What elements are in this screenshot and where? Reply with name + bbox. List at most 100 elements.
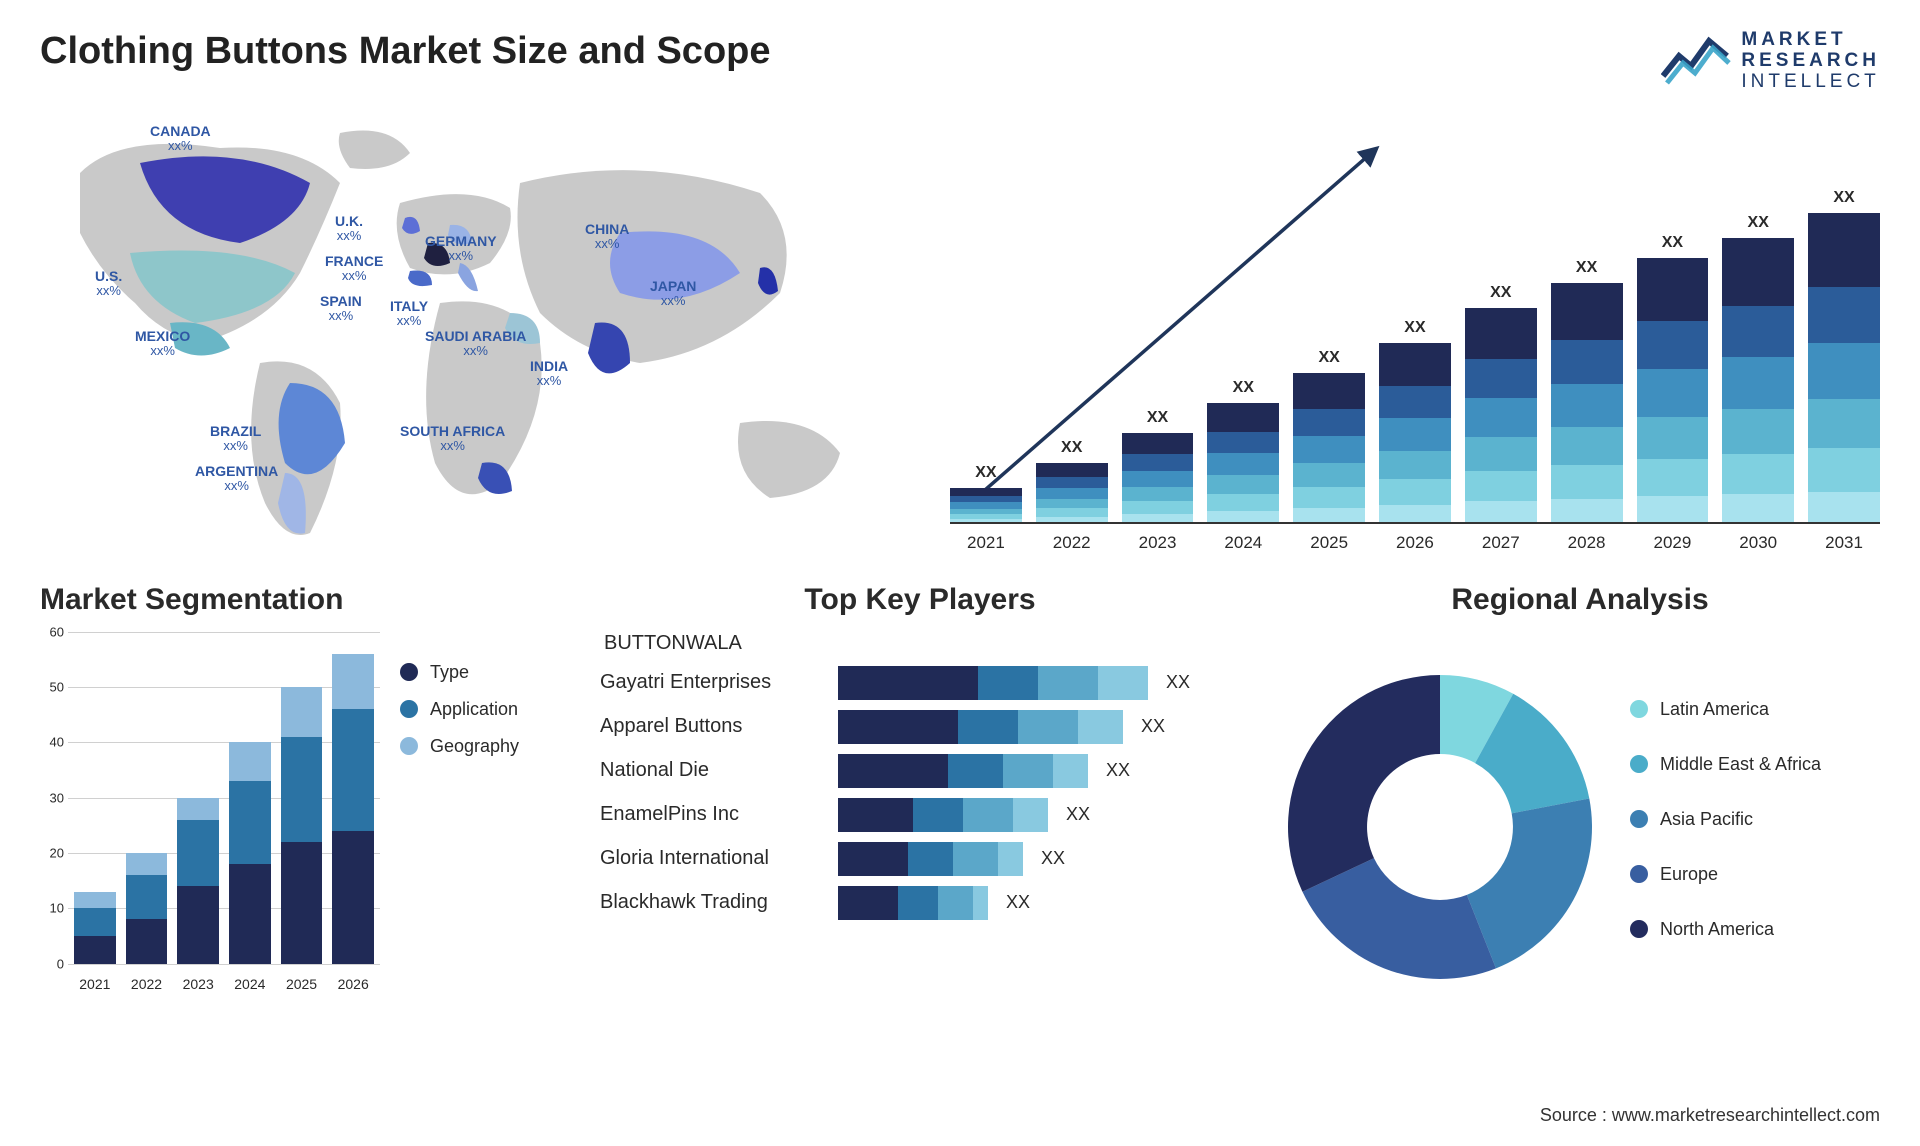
forecast-segment — [1293, 373, 1365, 409]
forecast-x-axis — [950, 522, 1880, 524]
segmentation-title: Market Segmentation — [40, 583, 560, 617]
key-player-segment — [1013, 798, 1048, 832]
segmentation-segment-geography — [281, 687, 323, 737]
key-player-segment — [938, 886, 973, 920]
key-player-row: Blackhawk TradingXX — [600, 881, 1240, 925]
key-player-segment — [898, 886, 938, 920]
forecast-segment — [1122, 487, 1194, 501]
forecast-segment — [950, 488, 1022, 496]
forecast-segment — [1293, 463, 1365, 487]
legend-item: Geography — [400, 736, 519, 757]
legend-label: Application — [430, 699, 518, 720]
forecast-value-label: XX — [975, 464, 996, 482]
key-player-segment — [958, 710, 1018, 744]
forecast-segment — [1036, 508, 1108, 516]
legend-item: Europe — [1630, 864, 1821, 885]
regional-donut-chart — [1280, 667, 1600, 987]
legend-swatch — [1630, 920, 1648, 938]
legend-swatch — [1630, 865, 1648, 883]
forecast-segment — [1379, 386, 1451, 418]
forecast-year-label: 2024 — [1207, 533, 1279, 553]
segmentation-panel: Market Segmentation 0102030405060 202120… — [40, 583, 560, 1023]
forecast-segment — [1722, 238, 1794, 306]
segmentation-bar-2022 — [126, 853, 168, 964]
segmentation-year-label: 2025 — [281, 976, 323, 992]
segmentation-segment-application — [177, 820, 219, 886]
forecast-value-label: XX — [1833, 189, 1854, 207]
y-tick-label: 10 — [50, 901, 64, 916]
key-player-segment — [1018, 710, 1078, 744]
legend-swatch — [1630, 700, 1648, 718]
segmentation-year-label: 2022 — [126, 976, 168, 992]
key-player-segment — [1003, 754, 1053, 788]
key-player-segment — [838, 710, 958, 744]
legend-item: North America — [1630, 919, 1821, 940]
segmentation-segment-type — [74, 936, 116, 964]
segmentation-segment-application — [126, 875, 168, 919]
page-title: Clothing Buttons Market Size and Scope — [40, 30, 771, 73]
key-player-value: XX — [1041, 848, 1065, 869]
forecast-segment — [1465, 501, 1537, 523]
key-player-bar — [838, 886, 988, 920]
segmentation-segment-geography — [177, 798, 219, 820]
forecast-segment — [1465, 359, 1537, 398]
regional-title: Regional Analysis — [1280, 583, 1880, 617]
key-player-segment — [1098, 666, 1148, 700]
segmentation-segment-geography — [74, 892, 116, 909]
forecast-year-label: 2026 — [1379, 533, 1451, 553]
forecast-segment — [1551, 283, 1623, 341]
map-label-us: U.S.xx% — [95, 268, 122, 299]
forecast-segment — [1722, 454, 1794, 494]
key-player-segment — [998, 842, 1023, 876]
forecast-chart-panel: XXXXXXXXXXXXXXXXXXXXXX 20212022202320242… — [950, 113, 1880, 553]
forecast-segment — [1036, 477, 1108, 488]
key-player-segment — [978, 666, 1038, 700]
world-map-panel: CANADAxx%U.S.xx%MEXICOxx%BRAZILxx%ARGENT… — [40, 113, 910, 553]
y-tick-label: 40 — [50, 735, 64, 750]
map-label-mexico: MEXICOxx% — [135, 328, 190, 359]
key-player-segment — [1053, 754, 1088, 788]
forecast-bar-2024: XX — [1207, 379, 1279, 523]
legend-item: Middle East & Africa — [1630, 754, 1821, 775]
legend-label: Europe — [1660, 864, 1718, 885]
forecast-bar-2028: XX — [1551, 259, 1623, 523]
forecast-segment — [1637, 321, 1709, 369]
forecast-year-label: 2028 — [1551, 533, 1623, 553]
forecast-year-label: 2021 — [950, 533, 1022, 553]
key-player-segment — [948, 754, 1003, 788]
key-player-value: XX — [1006, 892, 1030, 913]
forecast-year-label: 2029 — [1637, 533, 1709, 553]
legend-item: Asia Pacific — [1630, 809, 1821, 830]
forecast-bar-2021: XX — [950, 464, 1022, 523]
segmentation-segment-type — [281, 842, 323, 964]
logo-line2: RESEARCH — [1741, 51, 1880, 72]
legend-label: Latin America — [1660, 699, 1769, 720]
forecast-segment — [1293, 409, 1365, 436]
forecast-segment — [1207, 403, 1279, 432]
segmentation-segment-type — [229, 864, 271, 964]
forecast-segment — [1808, 213, 1880, 287]
forecast-segment — [1808, 399, 1880, 449]
forecast-segment — [1808, 492, 1880, 523]
forecast-segment — [1293, 508, 1365, 523]
key-players-heading: BUTTONWALA — [600, 632, 1240, 655]
legend-item: Application — [400, 699, 519, 720]
legend-swatch — [1630, 810, 1648, 828]
forecast-segment — [1465, 308, 1537, 360]
legend-label: North America — [1660, 919, 1774, 940]
map-label-canada: CANADAxx% — [150, 123, 211, 154]
forecast-segment — [1122, 433, 1194, 455]
forecast-year-label: 2027 — [1465, 533, 1537, 553]
segmentation-bar-2023 — [177, 798, 219, 964]
map-label-southafrica: SOUTH AFRICAxx% — [400, 423, 505, 454]
key-player-bar — [838, 710, 1123, 744]
forecast-segment — [1551, 427, 1623, 465]
forecast-segment — [1122, 501, 1194, 514]
forecast-segment — [1722, 306, 1794, 357]
forecast-segment — [1036, 463, 1108, 477]
forecast-segment — [1465, 398, 1537, 437]
forecast-segment — [1551, 340, 1623, 383]
forecast-segment — [1551, 384, 1623, 427]
forecast-segment — [1722, 494, 1794, 523]
forecast-segment — [1207, 432, 1279, 454]
